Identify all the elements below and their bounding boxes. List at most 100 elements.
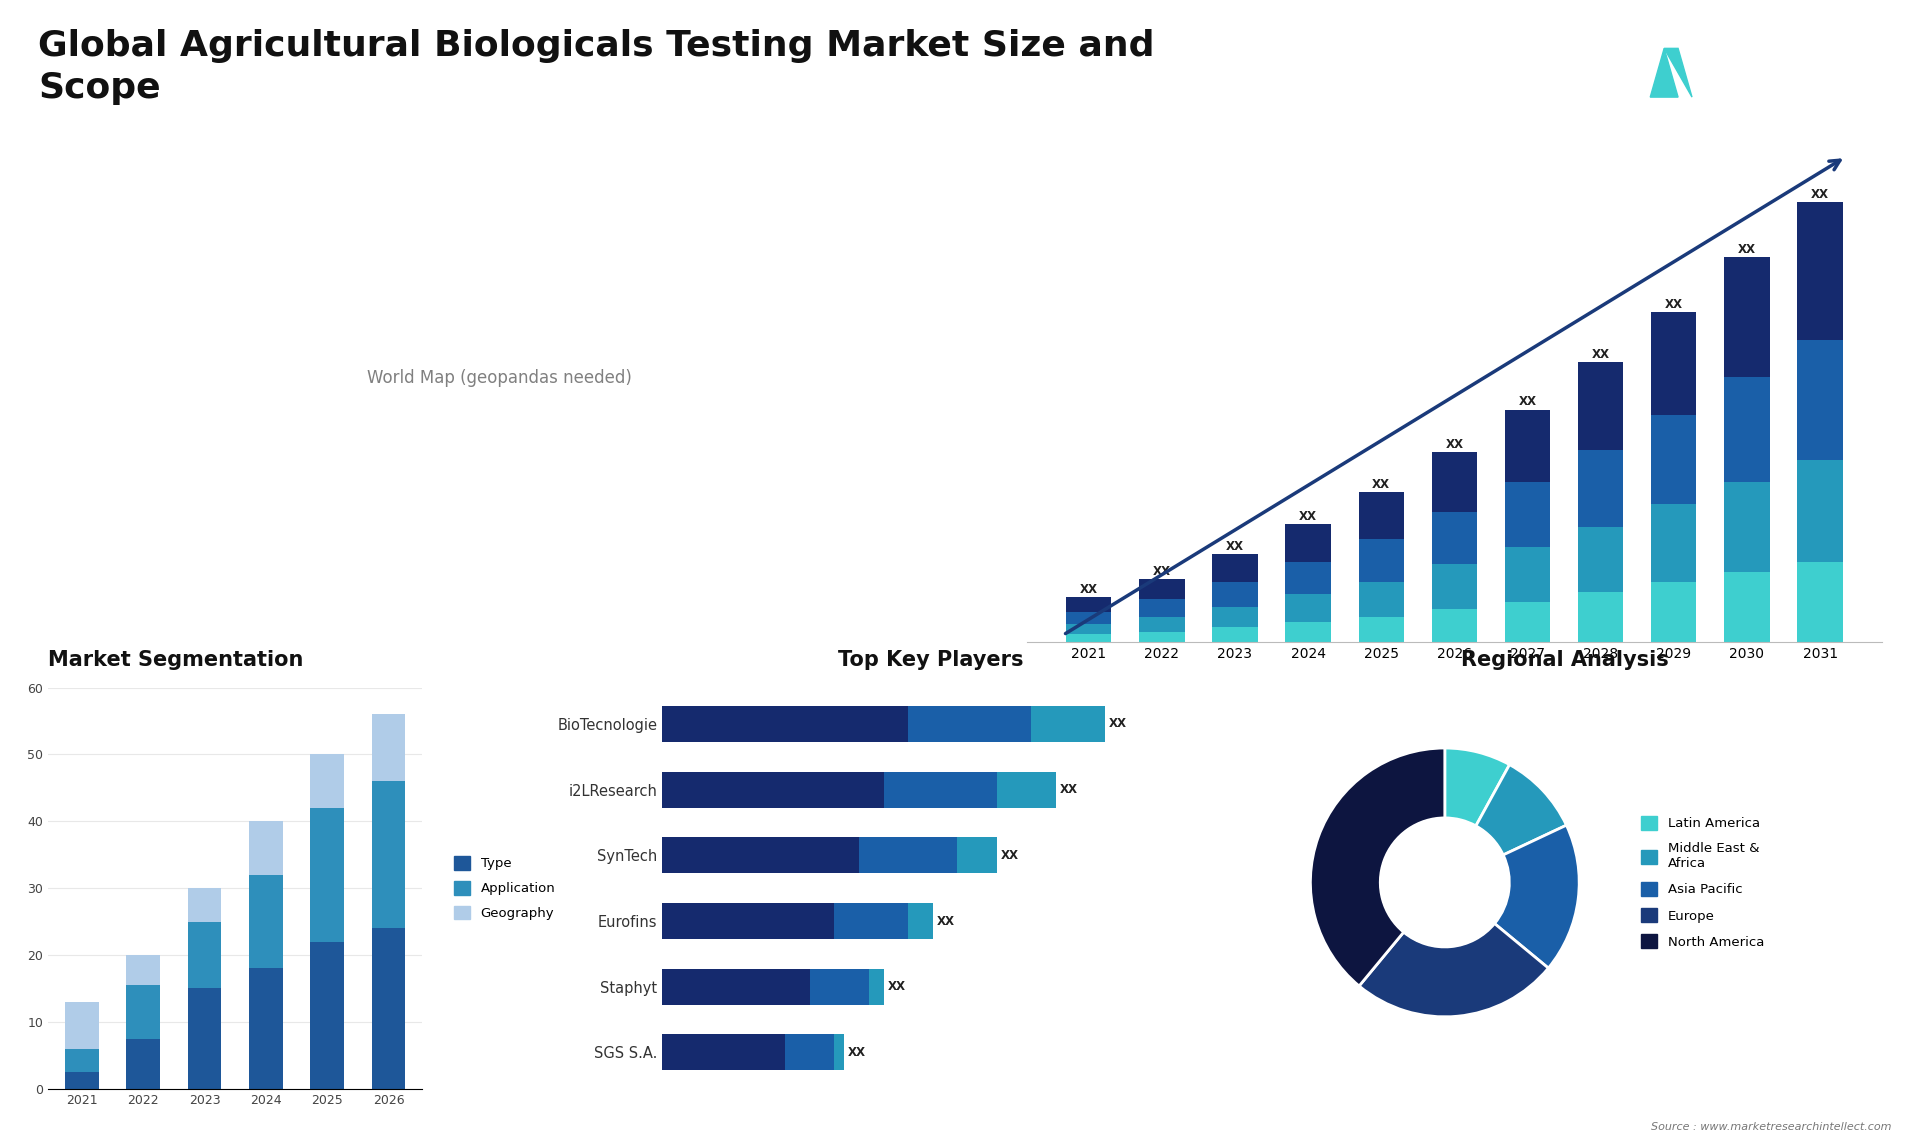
Bar: [1505, 602, 1549, 642]
Bar: [810, 968, 870, 1005]
Text: XX: XX: [1227, 540, 1244, 554]
Bar: [372, 714, 405, 782]
Bar: [996, 771, 1056, 808]
Text: World Map (geopandas needed): World Map (geopandas needed): [367, 369, 632, 387]
Bar: [372, 782, 405, 928]
Text: RESEARCH: RESEARCH: [1764, 72, 1826, 83]
Bar: [835, 1035, 845, 1070]
Bar: [250, 874, 282, 968]
Bar: [1359, 617, 1404, 642]
Bar: [1066, 612, 1112, 625]
Bar: [188, 988, 221, 1089]
Bar: [1724, 258, 1770, 377]
Bar: [1578, 527, 1622, 591]
Text: Market Segmentation: Market Segmentation: [48, 651, 303, 670]
Legend: Type, Application, Geography: Type, Application, Geography: [447, 849, 563, 927]
Text: Global Agricultural Biologicals Testing Market Size and
Scope: Global Agricultural Biologicals Testing …: [38, 29, 1156, 104]
Bar: [1651, 415, 1697, 504]
Bar: [662, 968, 810, 1005]
Bar: [1797, 203, 1843, 339]
Text: XX: XX: [1446, 438, 1463, 450]
Bar: [1578, 591, 1622, 642]
Bar: [1797, 562, 1843, 642]
Bar: [65, 1002, 98, 1049]
Bar: [1797, 460, 1843, 562]
Text: XX: XX: [849, 1046, 866, 1059]
Polygon shape: [1649, 48, 1678, 97]
Bar: [1432, 610, 1476, 642]
Bar: [1505, 482, 1549, 547]
Bar: [1578, 362, 1622, 449]
Bar: [1359, 582, 1404, 617]
Wedge shape: [1311, 748, 1446, 986]
Bar: [1139, 631, 1185, 642]
Bar: [662, 771, 883, 808]
Text: XX: XX: [1152, 565, 1171, 578]
Bar: [1651, 504, 1697, 582]
Bar: [1505, 547, 1549, 602]
Bar: [785, 1035, 835, 1070]
Bar: [1724, 377, 1770, 482]
Bar: [662, 838, 858, 873]
Text: Regional Analysis: Regional Analysis: [1461, 651, 1668, 670]
Bar: [127, 1038, 159, 1089]
Bar: [1359, 540, 1404, 582]
Bar: [65, 1072, 98, 1089]
Bar: [1432, 512, 1476, 564]
Bar: [250, 822, 282, 874]
Bar: [958, 838, 996, 873]
Text: Top Key Players: Top Key Players: [839, 651, 1023, 670]
Bar: [1066, 625, 1112, 634]
Bar: [188, 921, 221, 988]
Bar: [1505, 409, 1549, 482]
Bar: [1212, 607, 1258, 627]
Bar: [1359, 492, 1404, 540]
Bar: [1031, 706, 1104, 741]
Text: MARKET: MARKET: [1770, 46, 1820, 56]
Bar: [1286, 525, 1331, 562]
Bar: [908, 903, 933, 939]
Bar: [1651, 582, 1697, 642]
Text: XX: XX: [1592, 348, 1609, 361]
Bar: [65, 1049, 98, 1072]
Bar: [1212, 555, 1258, 582]
Wedge shape: [1494, 825, 1578, 968]
Text: XX: XX: [1110, 717, 1127, 730]
Bar: [311, 942, 344, 1089]
Wedge shape: [1444, 748, 1509, 826]
Text: XX: XX: [1665, 298, 1682, 311]
Bar: [1724, 482, 1770, 572]
Bar: [127, 986, 159, 1038]
Text: XX: XX: [1060, 783, 1077, 796]
Text: XX: XX: [1079, 582, 1098, 596]
Bar: [1578, 449, 1622, 527]
Text: XX: XX: [1519, 395, 1536, 408]
Bar: [1066, 597, 1112, 612]
Text: INTELLECT: INTELLECT: [1764, 99, 1826, 109]
Bar: [835, 903, 908, 939]
Text: XX: XX: [1811, 188, 1830, 202]
Text: XX: XX: [1373, 478, 1390, 490]
Bar: [188, 888, 221, 921]
Bar: [662, 706, 908, 741]
Bar: [1212, 627, 1258, 642]
Bar: [1797, 339, 1843, 460]
Bar: [858, 838, 958, 873]
Circle shape: [1380, 818, 1509, 947]
Text: XX: XX: [1738, 243, 1757, 256]
Polygon shape: [1665, 48, 1692, 97]
Bar: [1724, 572, 1770, 642]
Legend: Latin America, Middle East &
Africa, Asia Pacific, Europe, North America: Latin America, Middle East & Africa, Asi…: [1636, 811, 1770, 953]
Bar: [1432, 564, 1476, 610]
Bar: [1139, 580, 1185, 599]
Bar: [372, 928, 405, 1089]
Text: XX: XX: [1000, 849, 1020, 862]
Text: Source : www.marketresearchintellect.com: Source : www.marketresearchintellect.com: [1651, 1122, 1891, 1132]
Bar: [250, 968, 282, 1089]
Bar: [883, 771, 996, 808]
Bar: [311, 754, 344, 808]
Bar: [908, 706, 1031, 741]
Bar: [1286, 562, 1331, 595]
Bar: [870, 968, 883, 1005]
Text: XX: XX: [937, 915, 954, 927]
